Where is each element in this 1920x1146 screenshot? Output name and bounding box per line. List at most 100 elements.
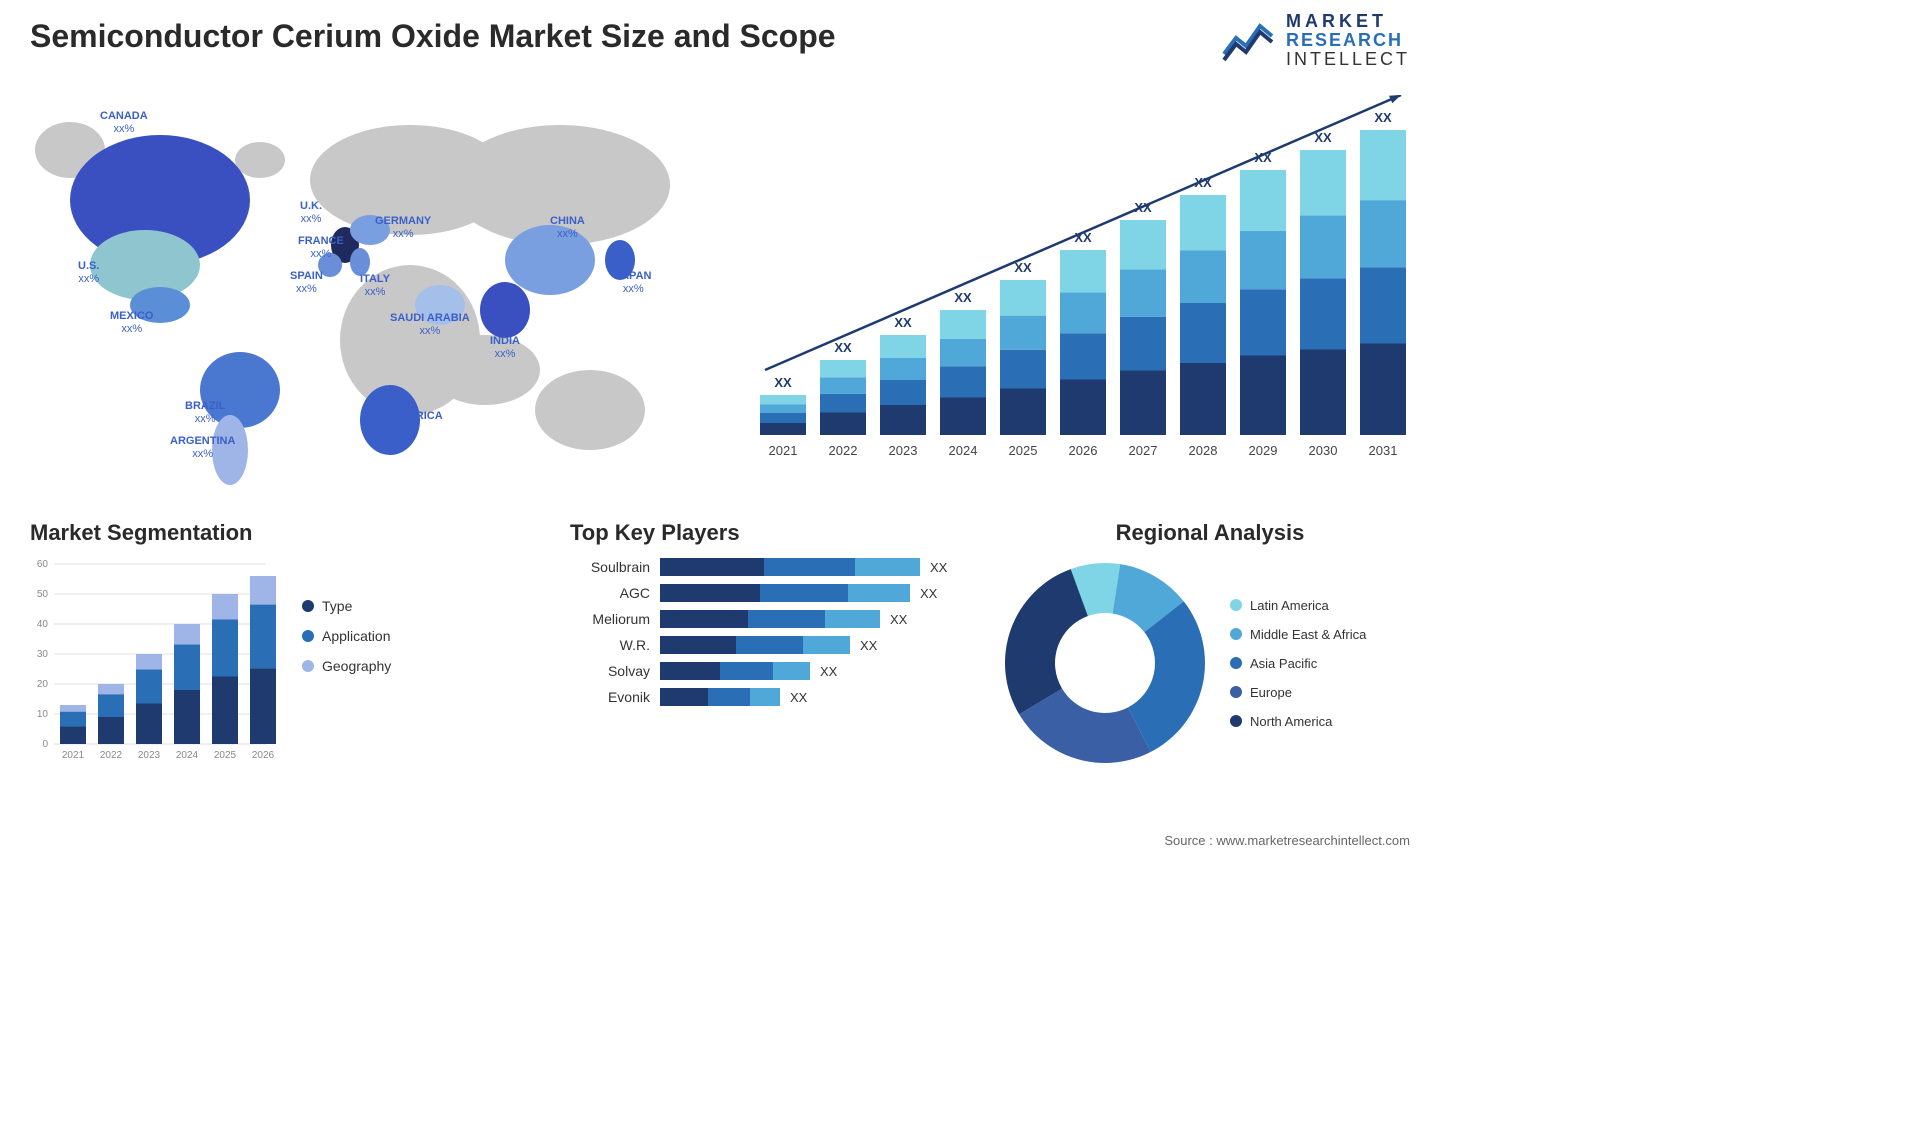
legend-dot-icon [302,630,314,642]
map-label: SOUTH AFRICAxx% [360,410,443,436]
legend-item: North America [1230,714,1366,729]
legend-dot-icon [1230,657,1242,669]
svg-text:2025: 2025 [214,750,237,761]
player-bar [660,636,850,654]
svg-text:XX: XX [894,315,912,330]
svg-text:2027: 2027 [1129,443,1158,458]
map-label: ITALYxx% [360,273,390,299]
svg-text:2026: 2026 [1069,443,1098,458]
svg-text:0: 0 [42,739,48,750]
player-name: W.R. [570,637,660,653]
players-list: Soulbrain XX AGC XX Meliorum XX W.R. XX Solvay XX… [570,558,960,706]
svg-text:20: 20 [37,679,49,690]
player-name: Meliorum [570,611,660,627]
segmentation-title: Market Segmentation [30,520,430,546]
svg-text:XX: XX [954,290,972,305]
map-label: FRANCExx% [298,235,344,261]
legend-dot-icon [1230,686,1242,698]
player-bar [660,688,780,706]
player-row: EvonikXX [570,688,960,706]
map-label: U.K.xx% [300,200,322,226]
svg-text:10: 10 [37,709,49,720]
logo-mark-icon [1220,16,1276,64]
player-name: AGC [570,585,660,601]
player-value: XX [920,586,937,601]
svg-text:2022: 2022 [829,443,858,458]
player-value: XX [820,664,837,679]
svg-text:2021: 2021 [62,750,85,761]
svg-text:2022: 2022 [100,750,123,761]
player-bar [660,662,810,680]
player-row: Soulbrain XX [570,558,960,576]
regional-analysis-section: Regional Analysis Latin America Middle Ea… [1000,520,1420,768]
regional-donut-chart [1000,558,1210,768]
svg-text:2024: 2024 [949,443,978,458]
legend-dot-icon [302,600,314,612]
map-label: CANADAxx% [100,110,148,136]
legend-label: Application [322,628,391,644]
map-label: SPAINxx% [290,270,323,296]
legend-dot-icon [302,660,314,672]
brand-logo: MARKET RESEARCH INTELLECT [1220,12,1410,69]
svg-text:50: 50 [37,589,49,600]
svg-text:40: 40 [37,619,49,630]
player-bar [660,610,880,628]
svg-text:2026: 2026 [252,750,275,761]
svg-text:XX: XX [774,375,792,390]
source-text: Source : www.marketresearchintellect.com [1164,833,1410,848]
svg-text:30: 30 [37,649,49,660]
svg-text:2023: 2023 [138,750,161,761]
legend-dot-icon [1230,599,1242,611]
map-label: SAUDI ARABIAxx% [390,312,470,338]
player-name: Solvay [570,663,660,679]
svg-text:2029: 2029 [1249,443,1278,458]
player-value: XX [890,612,907,627]
map-label: BRAZILxx% [185,400,225,426]
svg-text:2024: 2024 [176,750,199,761]
legend-item: Europe [1230,685,1366,700]
player-row: AGC XX [570,584,960,602]
legend-item: Type [302,598,391,614]
legend-item: Latin America [1230,598,1366,613]
svg-text:2025: 2025 [1009,443,1038,458]
regional-legend: Latin America Middle East & Africa Asia Pa… [1230,598,1366,729]
legend-label: North America [1250,714,1332,729]
player-value: XX [930,560,947,575]
page-title: Semiconductor Cerium Oxide Market Size a… [30,18,836,55]
legend-label: Asia Pacific [1250,656,1317,671]
legend-label: Middle East & Africa [1250,627,1366,642]
segmentation-chart: 0102030405060202120222023202420252026 [30,558,280,788]
legend-item: Application [302,628,391,644]
legend-item: Geography [302,658,391,674]
top-key-players-section: Top Key Players Soulbrain XX AGC XX Meliorum… [570,520,960,714]
player-row: W.R. XX [570,636,960,654]
map-label: MEXICOxx% [110,310,153,336]
legend-item: Asia Pacific [1230,656,1366,671]
players-title: Top Key Players [570,520,960,546]
segmentation-legend: Type Application Geography [302,558,391,788]
player-bar [660,558,920,576]
logo-text-3: INTELLECT [1286,50,1410,69]
player-bar [660,584,910,602]
player-name: Soulbrain [570,559,660,575]
map-label: CHINAxx% [550,215,585,241]
map-label: GERMANYxx% [375,215,431,241]
legend-dot-icon [1230,628,1242,640]
svg-text:2031: 2031 [1369,443,1398,458]
legend-dot-icon [1230,715,1242,727]
map-label: ARGENTINAxx% [170,435,235,461]
world-map: CANADAxx% U.S.xx% MEXICOxx% BRAZILxx% ARGENT… [30,90,710,490]
player-row: Solvay XX [570,662,960,680]
legend-label: Type [322,598,352,614]
legend-label: Geography [322,658,391,674]
legend-label: Europe [1250,685,1292,700]
logo-text-2: RESEARCH [1286,31,1410,50]
legend-label: Latin America [1250,598,1329,613]
svg-text:XX: XX [1374,110,1392,125]
regional-title: Regional Analysis [1000,520,1420,546]
svg-text:2023: 2023 [889,443,918,458]
svg-text:2030: 2030 [1309,443,1338,458]
market-segmentation-section: Market Segmentation 01020304050602021202… [30,520,430,788]
map-label: U.S.xx% [78,260,99,286]
player-value: XX [860,638,877,653]
